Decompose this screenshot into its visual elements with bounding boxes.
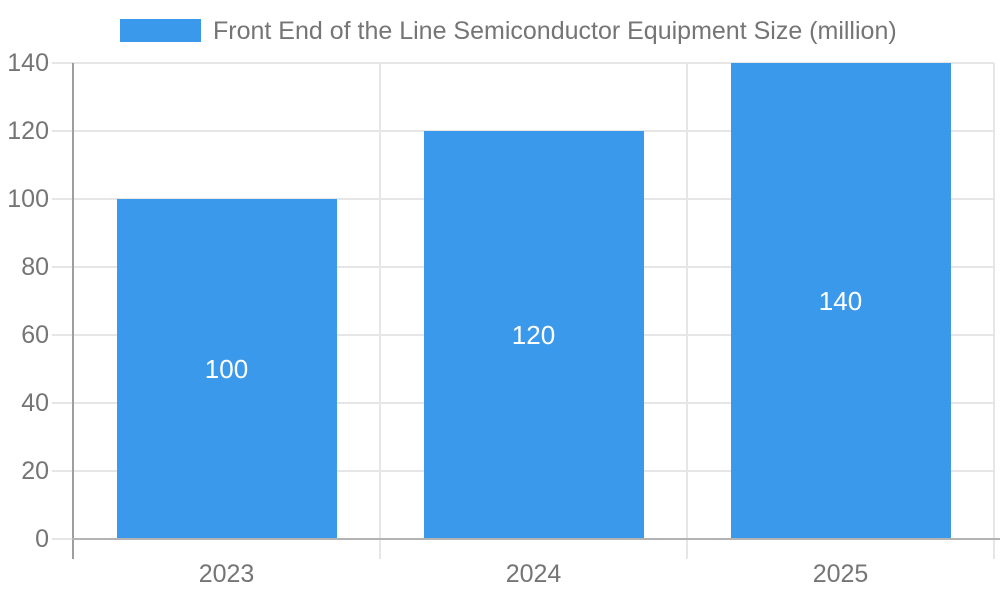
x-axis-line [72,538,1000,540]
y-axis-tick-label: 120 [7,117,49,145]
y-axis-tick-label: 60 [21,321,49,349]
gridline-vertical [993,63,995,559]
y-axis-tick-label: 20 [21,457,49,485]
gridline-vertical [379,63,381,559]
y-axis-tick-label: 100 [7,185,49,213]
y-axis-tick-label: 40 [21,389,49,417]
bar-2025[interactable] [730,63,951,538]
x-axis-category-label: 2024 [505,560,562,588]
y-axis-tick-label: 0 [35,525,49,553]
legend-swatch [120,19,201,42]
bar-2023[interactable] [116,199,337,538]
bar-2024[interactable] [423,131,644,538]
bar-value-label: 120 [511,320,556,350]
gridline-horizontal [52,62,994,64]
x-axis-category-label: 2023 [198,560,255,588]
bar-value-label: 140 [818,286,863,316]
y-axis-tick-label: 140 [7,49,49,77]
y-axis-line [72,63,74,559]
bar-value-label: 100 [204,354,249,384]
y-axis-tick-label: 80 [21,253,49,281]
legend-series-label: Front End of the Line Semiconductor Equi… [213,17,897,45]
gridline-vertical [686,63,688,559]
x-axis-category-label: 2025 [812,560,869,588]
chart-legend: Front End of the Line Semiconductor Equi… [0,0,1000,52]
